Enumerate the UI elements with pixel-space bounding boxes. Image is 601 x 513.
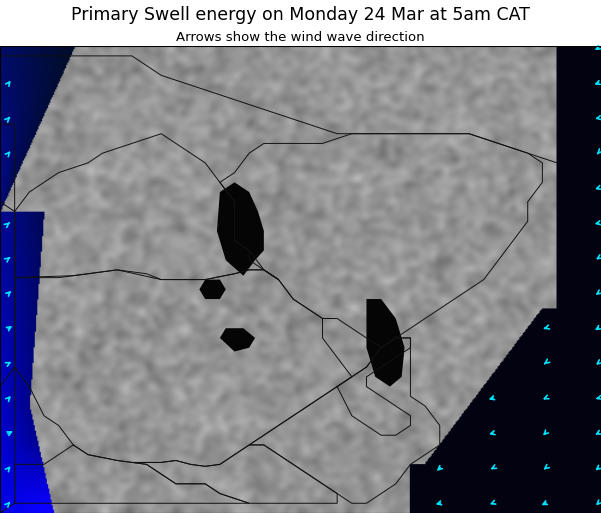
Text: Arrows show the wind wave direction: Arrows show the wind wave direction	[176, 31, 425, 44]
Polygon shape	[217, 182, 264, 275]
Polygon shape	[220, 328, 255, 351]
Text: Primary Swell energy on Monday 24 Mar at 5am CAT: Primary Swell energy on Monday 24 Mar at…	[71, 6, 530, 24]
Polygon shape	[367, 299, 404, 387]
Polygon shape	[200, 280, 226, 299]
